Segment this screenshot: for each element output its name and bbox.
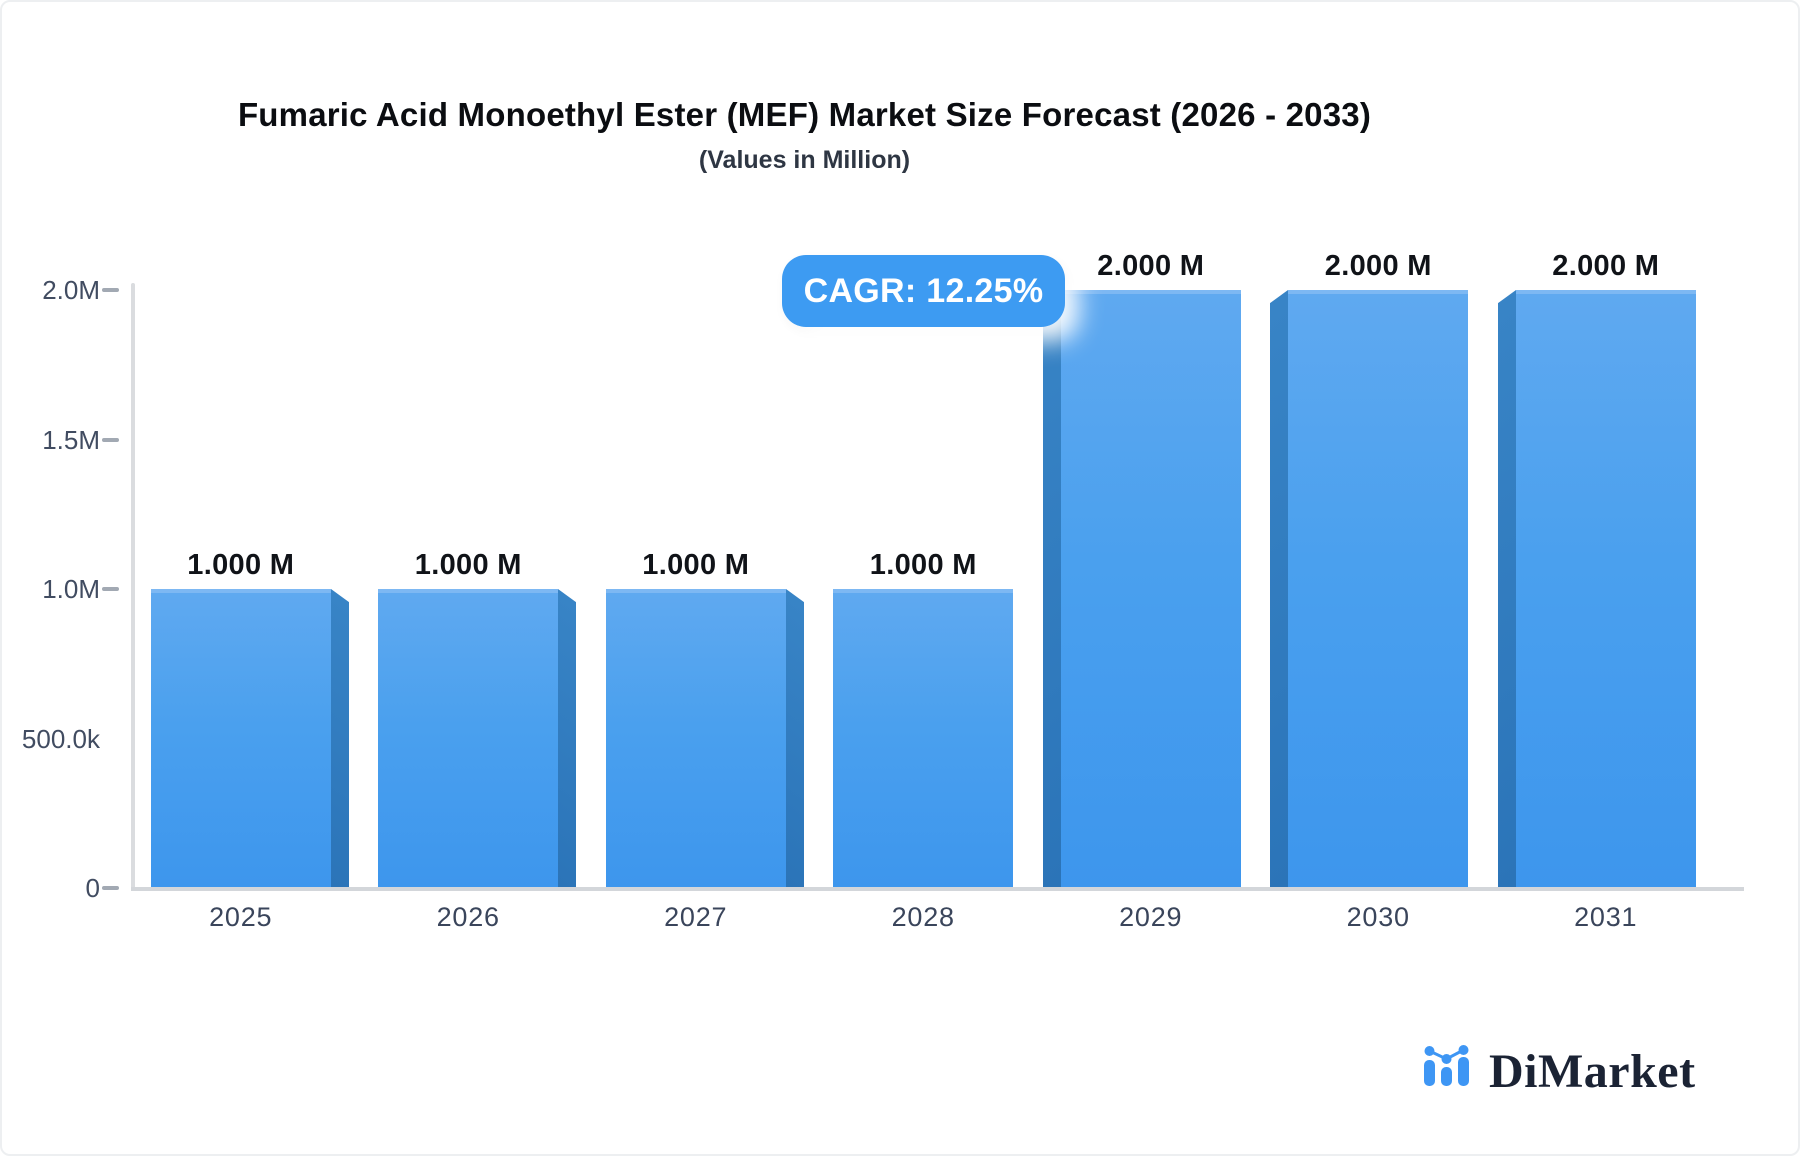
bar-side-face: [1270, 290, 1289, 888]
bar-value-label: 1.000 M: [187, 549, 295, 581]
bar-value-label: 2.000 M: [1324, 250, 1432, 282]
cagr-badge-label: CAGR: 12.25%: [803, 271, 1044, 310]
x-axis-label: 2030: [1346, 902, 1410, 932]
y-tick-label: 1.0M: [42, 574, 100, 604]
x-axis-label: 2029: [1119, 902, 1183, 932]
bar-value-label: 1.000 M: [642, 549, 750, 581]
bar-front-face: [150, 589, 331, 888]
chart-subtitle: (Values in Million): [698, 146, 911, 174]
bar: [833, 589, 1014, 888]
bar-front-face: [833, 589, 1014, 888]
bar-chart-trend-icon: [1424, 1045, 1469, 1086]
y-tick-dash: [102, 437, 119, 442]
bar-front-face: [378, 589, 559, 888]
bar-value-label: 1.000 M: [414, 549, 522, 581]
bar-front-face: [1060, 290, 1241, 888]
x-axis-label: 2028: [891, 902, 955, 932]
y-tick-label: 2.0M: [42, 275, 100, 305]
plot-area: 1.000 M 1.000 M 1.000 M 1.000 M 2.000 M 2.000…: [131, 250, 1744, 891]
logo-text: DiMarket: [1489, 1045, 1696, 1098]
x-axis-line: [131, 887, 1744, 891]
bar: [1270, 290, 1469, 888]
y-tick-label: 500.0k: [21, 723, 100, 754]
bar: [378, 589, 577, 888]
x-axis-label: 2031: [1574, 902, 1638, 932]
bar-front-face: [605, 589, 786, 888]
bar-value-label: 2.000 M: [1552, 250, 1660, 282]
bar-side-face: [785, 589, 804, 888]
cagr-badge: CAGR: 12.25%: [782, 255, 1065, 327]
bar: [1497, 290, 1696, 888]
bar-side-face: [330, 589, 349, 888]
bar-side-face: [1042, 290, 1061, 888]
bar-value-label: 2.000 M: [1097, 250, 1205, 282]
y-tick-dash: [102, 587, 119, 591]
x-axis-label: 2027: [664, 902, 728, 932]
bar-front-face: [1515, 290, 1696, 888]
y-tick-label: 1.5M: [42, 424, 100, 455]
y-axis-line: [131, 283, 135, 891]
dimarket-logo: DiMarket: [1424, 1044, 1696, 1096]
bar-side-face: [558, 589, 577, 888]
x-axis-label: 2025: [209, 902, 273, 932]
y-tick-dash: [102, 288, 119, 292]
bar-front-face: [1288, 290, 1469, 888]
bar-value-label: 1.000 M: [869, 549, 977, 581]
bar: [605, 589, 804, 888]
y-tick-dash: [102, 886, 119, 890]
bar-side-face: [1497, 290, 1516, 888]
bar: [150, 589, 349, 888]
chart-title: Fumaric Acid Monoethyl Ester (MEF) Marke…: [237, 96, 1372, 133]
y-tick-label: 0: [85, 873, 100, 903]
x-axis-label: 2026: [436, 902, 500, 932]
bar: [1042, 290, 1241, 888]
